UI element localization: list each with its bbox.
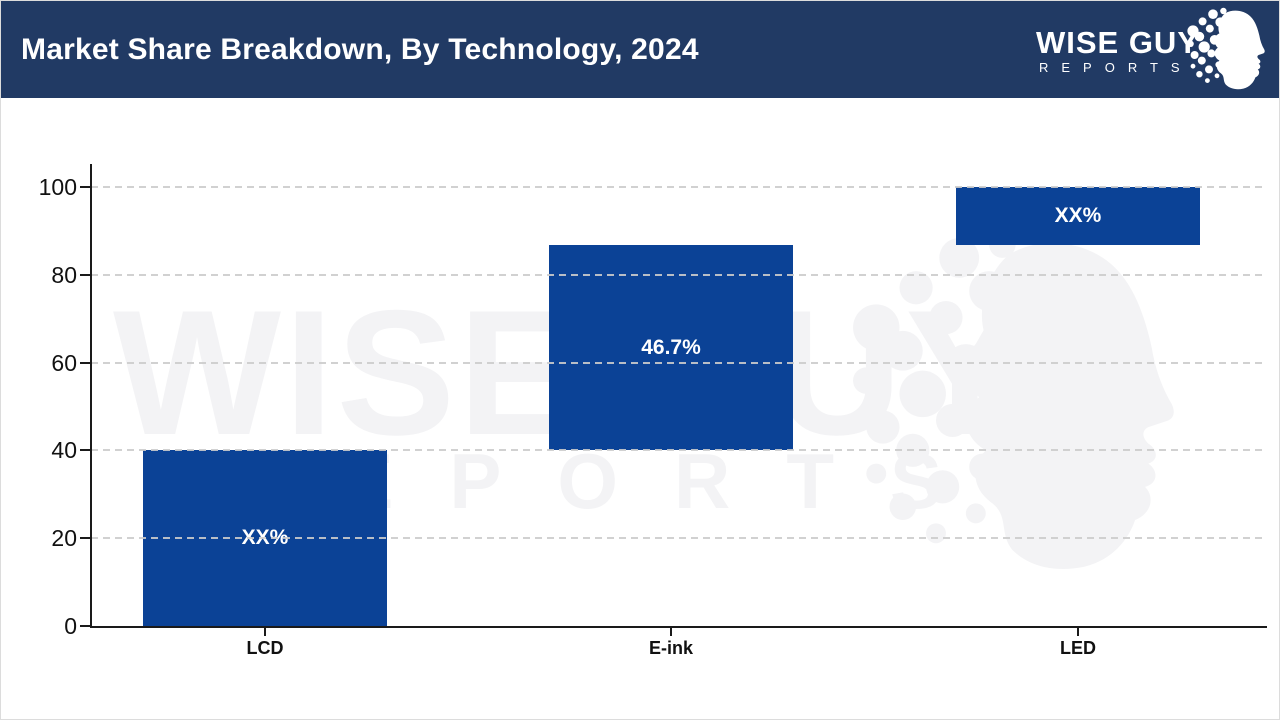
bar-value-label-E-ink: 46.7%: [641, 335, 701, 359]
logo-subtitle: REPORTS: [1038, 60, 1193, 76]
y-tick-20: [80, 537, 91, 540]
x-tick-LED: [1077, 628, 1079, 636]
x-axis-line: [90, 626, 1267, 628]
logo-name: WISE GUY: [1035, 24, 1199, 60]
y-tick-100: [80, 186, 91, 188]
y-tick-label-100: 100: [38, 174, 77, 200]
y-tick-60: [80, 361, 91, 364]
x-category-label-LCD: LCD: [246, 638, 284, 658]
gridline-40: [91, 449, 1267, 452]
logo-text: WISE GUY REPORTS: [1035, 24, 1199, 76]
y-tick-label-80: 80: [51, 261, 77, 288]
page-title: Market Share Breakdown, By Technology, 2…: [21, 32, 699, 66]
chart-area: WISE GUY REPORTS 0 20 40 60 80 100 XX% LCD 46.7%…: [1, 98, 1279, 719]
gridline-20: [91, 537, 1267, 540]
gridline-80: [91, 273, 1267, 276]
bar-value-label-LED: XX%: [1054, 204, 1102, 228]
gridline-100: [91, 186, 1267, 188]
y-tick-label-40: 40: [51, 437, 77, 464]
y-tick-0: [80, 625, 91, 627]
y-tick-label-20: 20: [51, 525, 77, 552]
y-tick-40: [80, 449, 91, 452]
y-axis-line: [90, 164, 92, 628]
y-tick-label-60: 60: [51, 349, 77, 376]
y-tick-80: [80, 273, 91, 276]
gridline-60: [91, 361, 1267, 364]
plot-area: 0 20 40 60 80 100 XX% LCD 46.7% E-ink XX% LED: [1, 98, 1279, 719]
x-tick-LCD: [264, 628, 266, 636]
bar-E-ink: 46.7%: [549, 245, 793, 451]
header-bar: Market Share Breakdown, By Technology, 2…: [1, 1, 1279, 98]
x-category-label-LED: LED: [1060, 638, 1096, 658]
x-category-label-E-ink: E-ink: [648, 638, 693, 658]
wiseguy-logo: WISE GUY REPORTS: [1036, 5, 1265, 97]
x-tick-E-ink: [670, 628, 672, 636]
y-tick-label-0: 0: [64, 613, 77, 639]
bar-LED: XX%: [956, 187, 1200, 246]
